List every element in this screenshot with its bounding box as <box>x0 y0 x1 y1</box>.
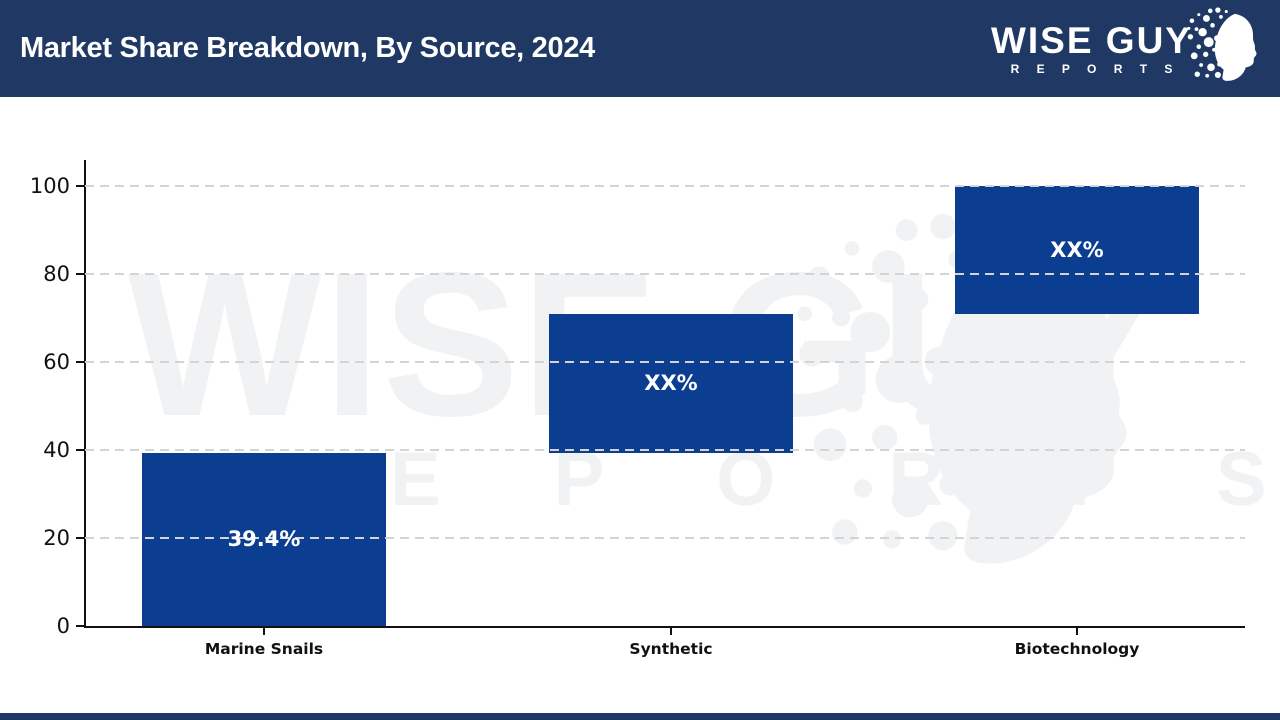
y-tick-mark <box>76 625 84 627</box>
y-tick-label: 0 <box>56 614 70 638</box>
y-tick-mark <box>76 361 84 363</box>
wiseguy-logo-text: WISE GUY R E P O R T S <box>991 22 1192 76</box>
gridline <box>85 537 1245 539</box>
page-title: Market Share Breakdown, By Source, 2024 <box>20 32 595 64</box>
logo-wordmark: WISE GUY <box>990 19 1192 61</box>
gridline <box>85 449 1245 451</box>
y-tick-label: 100 <box>29 174 70 198</box>
y-tick-mark <box>76 537 84 539</box>
bar-value-label: XX% <box>1050 238 1104 263</box>
wiseguy-face-icon <box>1187 6 1257 81</box>
gridline <box>85 185 1245 187</box>
wiseguy-logo: WISE GUY R E P O R T S <box>991 6 1266 91</box>
x-category-label: Synthetic <box>629 640 713 658</box>
logo-subtitle: R E P O R T S <box>1010 61 1180 76</box>
header: Market Share Breakdown, By Source, 2024 … <box>0 0 1280 97</box>
y-tick-label: 60 <box>43 350 70 374</box>
y-tick-mark <box>76 185 84 187</box>
footer-bar <box>0 713 1280 720</box>
y-tick-label: 20 <box>43 526 70 550</box>
y-tick-mark <box>76 449 84 451</box>
x-category-label: Marine Snails <box>204 640 324 658</box>
gridline <box>85 361 1245 363</box>
y-tick-label: 80 <box>43 262 70 286</box>
bar <box>549 314 793 453</box>
gridline <box>85 273 1245 275</box>
watermark-face-icon <box>797 213 1127 564</box>
x-category-label: Biotechnology <box>1014 640 1140 658</box>
y-tick-mark <box>76 273 84 275</box>
bar <box>955 186 1199 315</box>
bar <box>142 452 386 626</box>
x-tick-mark <box>670 628 672 635</box>
y-tick-label: 40 <box>43 438 70 462</box>
x-axis-line <box>84 626 1245 628</box>
y-axis-line <box>84 160 86 628</box>
bar-value-label: 39.4% <box>227 527 301 552</box>
bar-value-label: XX% <box>644 371 698 396</box>
x-tick-mark <box>1076 628 1078 635</box>
x-tick-mark <box>263 628 265 635</box>
